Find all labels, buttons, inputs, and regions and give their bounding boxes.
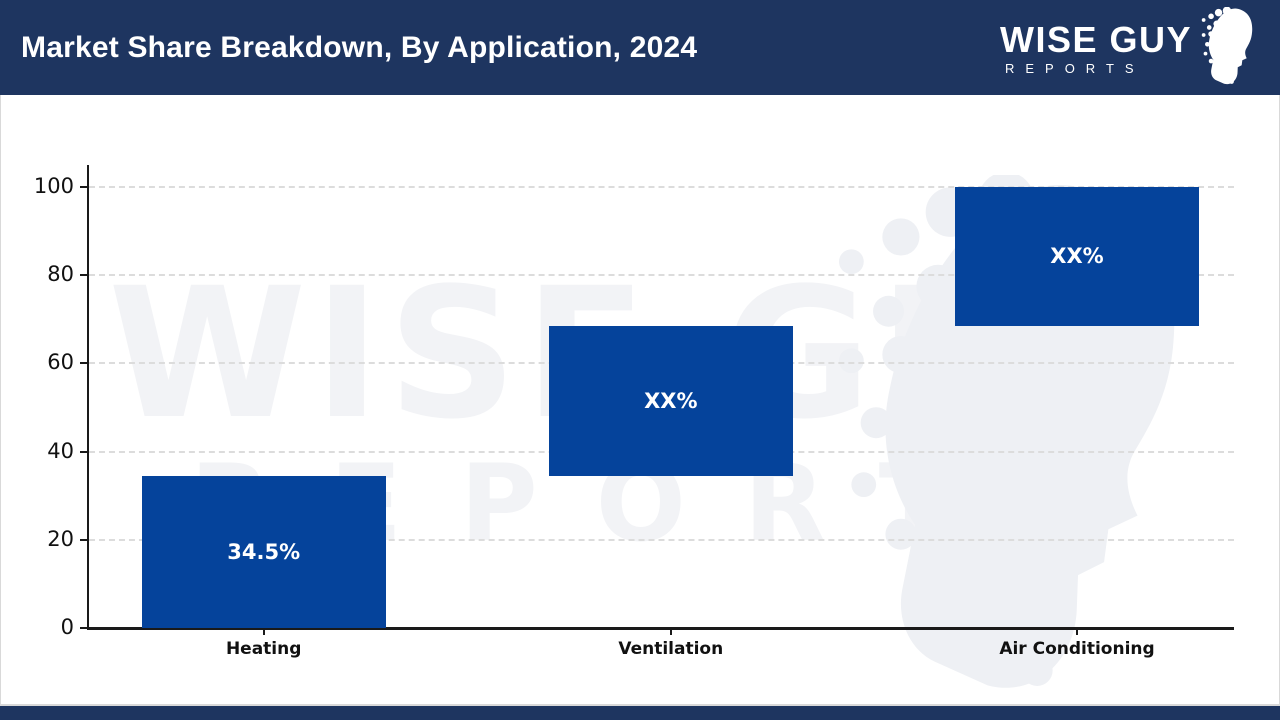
- y-axis-tick-label: 20: [47, 526, 74, 551]
- y-axis-tick-mark: [80, 186, 88, 188]
- bar-ventilation: XX%: [548, 325, 793, 476]
- logo-wordmark: WISE GUY: [999, 19, 1192, 61]
- y-axis-tick-mark: [80, 274, 88, 277]
- wise-guy-reports-logo: WISE GUY REPORTS: [1000, 7, 1258, 89]
- y-axis-tick-label: 100: [33, 174, 74, 198]
- y-axis-tick-label: 80: [47, 262, 74, 287]
- y-axis-tick-label: 0: [60, 615, 74, 639]
- logo-face-icon: [1201, 7, 1253, 85]
- x-axis-category-label: Heating: [225, 639, 302, 659]
- y-axis-tick-mark: [80, 362, 88, 365]
- bar-value-label: XX%: [644, 388, 698, 413]
- header-bar: Market Share Breakdown, By Application, …: [0, 0, 1280, 95]
- gridline-100: [89, 186, 1234, 188]
- x-axis-category-label: Air Conditioning: [999, 639, 1155, 659]
- bar-heating: 34.5%: [141, 475, 386, 628]
- gridline-80: [89, 274, 1234, 277]
- y-axis-tick-mark: [80, 450, 88, 453]
- x-axis-tick-mark: [669, 628, 672, 635]
- x-axis-category-label: Ventilation: [618, 639, 724, 659]
- bar-value-label: XX%: [1050, 244, 1104, 269]
- left-border: [0, 95, 1, 706]
- logo-text: WISE GUY REPORTS: [1000, 20, 1192, 76]
- footer-bar: [0, 706, 1280, 720]
- bar-value-label: 34.5%: [227, 539, 301, 564]
- y-axis-tick-mark: [80, 627, 88, 629]
- logo-tagline: REPORTS: [1004, 60, 1145, 76]
- gridline-20: [89, 538, 1234, 541]
- x-axis-tick-mark: [262, 628, 265, 635]
- y-axis-tick-label: 40: [47, 438, 74, 463]
- y-axis-tick-label: 60: [47, 350, 74, 375]
- y-axis-tick-mark: [80, 538, 88, 541]
- bottom-hairline: [0, 704, 1280, 706]
- x-axis-line: [87, 627, 1234, 630]
- bar-air-conditioning: XX%: [955, 187, 1199, 326]
- page-title: Market Share Breakdown, By Application, …: [21, 30, 698, 64]
- y-axis-line: [87, 165, 89, 630]
- x-axis-tick-mark: [1076, 628, 1078, 635]
